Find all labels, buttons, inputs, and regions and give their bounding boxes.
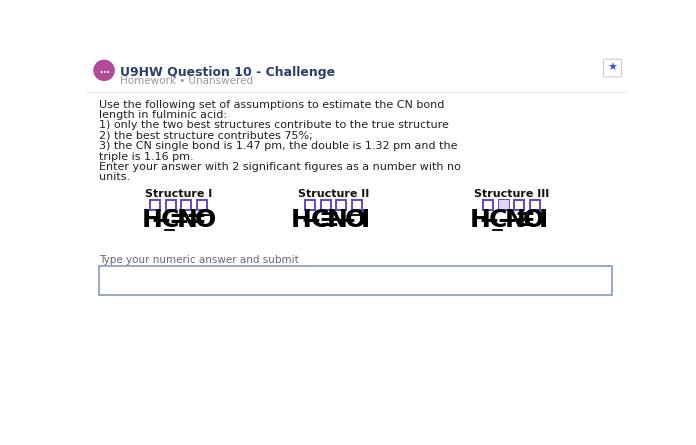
Bar <box>499 200 509 210</box>
Bar <box>197 200 207 210</box>
Text: …: … <box>99 65 109 75</box>
FancyBboxPatch shape <box>603 59 622 77</box>
Text: Structure III: Structure III <box>474 189 549 199</box>
Text: Enter your answer with 2 significant figures as a number with no: Enter your answer with 2 significant fig… <box>100 162 461 172</box>
Text: Homework • Unanswered: Homework • Unanswered <box>120 76 253 86</box>
Text: Structure I: Structure I <box>145 189 212 199</box>
Text: −: − <box>478 208 499 232</box>
Text: =: = <box>186 208 207 232</box>
Text: −: − <box>496 208 517 232</box>
Bar <box>150 200 160 210</box>
Bar <box>499 200 509 209</box>
Text: =: = <box>168 208 189 232</box>
Text: N: N <box>177 208 198 232</box>
Text: U9HW Question 10 - Challenge: U9HW Question 10 - Challenge <box>120 66 335 79</box>
Text: H: H <box>141 208 162 232</box>
Text: Structure II: Structure II <box>298 189 369 199</box>
Bar <box>100 266 612 295</box>
Text: C: C <box>160 208 179 232</box>
Text: −: − <box>150 208 171 232</box>
Text: ★: ★ <box>608 63 617 73</box>
Bar <box>514 200 525 210</box>
Text: units.: units. <box>100 172 131 182</box>
Bar <box>530 200 540 210</box>
Text: 1) only the two best structures contribute to the true structure: 1) only the two best structures contribu… <box>100 121 450 130</box>
Text: N: N <box>505 208 526 232</box>
Text: O: O <box>195 208 216 232</box>
Text: −: − <box>300 208 321 232</box>
Text: O: O <box>523 208 544 232</box>
Bar <box>181 200 191 210</box>
Text: Use the following set of assumptions to estimate the CN bond: Use the following set of assumptions to … <box>100 100 445 109</box>
Bar <box>305 200 315 210</box>
Text: −: − <box>335 208 357 232</box>
Text: C: C <box>489 208 507 232</box>
Text: I: I <box>361 208 370 232</box>
Text: triple is 1.16 pm.: triple is 1.16 pm. <box>100 152 194 162</box>
Text: 3) the CN single bond is 1.47 pm, the double is 1.32 pm and the: 3) the CN single bond is 1.47 pm, the do… <box>100 141 458 151</box>
Text: H: H <box>470 208 491 232</box>
Bar <box>484 200 493 210</box>
Bar <box>166 200 175 210</box>
Text: C: C <box>310 208 329 232</box>
Text: ≡: ≡ <box>514 208 535 232</box>
Text: 2) the best structure contributes 75%;: 2) the best structure contributes 75%; <box>100 131 313 141</box>
Text: I: I <box>539 208 548 232</box>
Bar <box>351 200 362 210</box>
Text: O: O <box>345 208 366 232</box>
Text: Type your numeric answer and submit: Type your numeric answer and submit <box>100 255 299 265</box>
Bar <box>321 200 331 210</box>
Text: H: H <box>291 208 312 232</box>
Text: length in fulminic acid:: length in fulminic acid: <box>100 110 228 120</box>
Text: ≡: ≡ <box>318 208 339 232</box>
Circle shape <box>94 61 114 81</box>
Text: N: N <box>327 208 348 232</box>
Bar <box>336 200 346 210</box>
